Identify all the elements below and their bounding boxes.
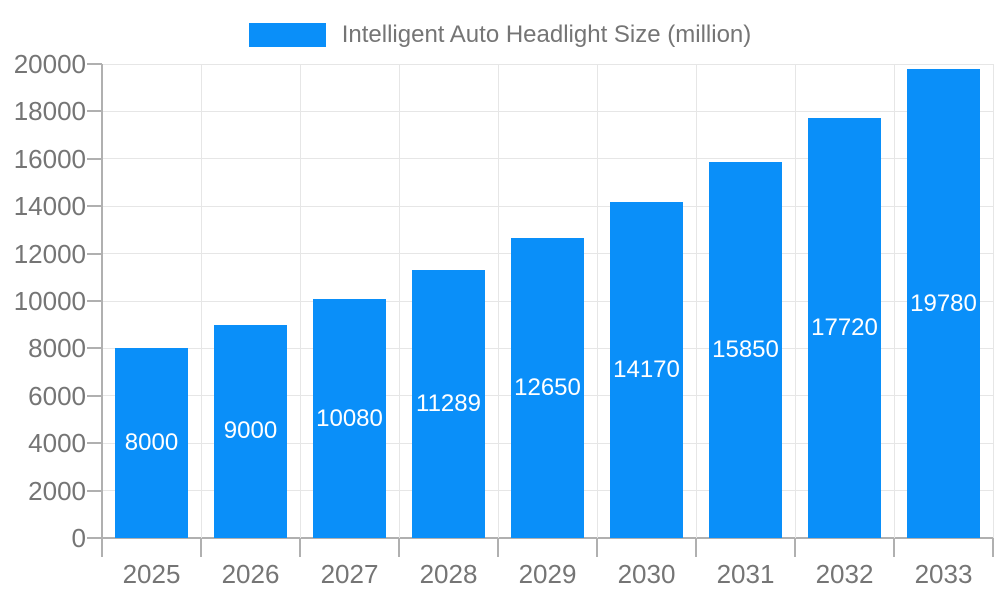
x-axis-label: 2025 [122, 559, 181, 589]
bar-value-label: 10080 [316, 404, 383, 432]
bar-value-label: 12650 [514, 374, 581, 402]
y-tick [87, 489, 102, 492]
y-tick [87, 157, 102, 160]
v-gridline [497, 64, 499, 538]
y-tick [87, 537, 102, 539]
y-axis-label: 6000 [28, 380, 86, 411]
x-axis-label: 2026 [221, 559, 280, 589]
x-tick [695, 538, 697, 557]
bar-value-label: 11289 [416, 390, 481, 418]
v-gridline [200, 64, 202, 538]
bar-value-label: 17720 [811, 314, 878, 342]
y-axis-label: 16000 [13, 143, 86, 174]
v-gridline [695, 64, 697, 538]
y-axis-label: 12000 [13, 238, 86, 269]
v-gridline [794, 64, 796, 538]
bar-value-label: 9000 [223, 417, 278, 445]
x-tick [299, 538, 301, 557]
y-tick [87, 347, 102, 350]
x-axis-label: 2029 [518, 559, 577, 589]
bar-2033: 19780 [907, 69, 980, 538]
x-axis-label: 2028 [419, 559, 478, 589]
x-tick [200, 538, 202, 557]
x-tick [794, 538, 796, 557]
y-axis-label: 0 [71, 523, 86, 553]
bar-2031: 15850 [709, 162, 782, 538]
bar-2027: 10080 [313, 299, 386, 538]
y-tick [87, 252, 102, 255]
x-axis-label: 2031 [716, 559, 775, 589]
y-tick [87, 394, 102, 397]
x-tick [497, 538, 499, 557]
bar-value-label: 8000 [124, 429, 179, 457]
x-tick [596, 538, 598, 557]
v-gridline [299, 64, 301, 538]
y-tick [87, 110, 102, 113]
bar-2030: 14170 [610, 202, 683, 538]
y-axis-label: 14000 [13, 191, 86, 222]
x-tick [992, 538, 994, 557]
y-axis-label: 8000 [28, 333, 86, 364]
bar-value-label: 14170 [613, 356, 680, 384]
bar-2029: 12650 [511, 238, 584, 538]
v-gridline [596, 64, 598, 538]
h-gridline [102, 205, 993, 207]
v-gridline [992, 64, 994, 538]
h-gridline [102, 158, 993, 160]
legend: Intelligent Auto Headlight Size (million… [0, 21, 1000, 49]
legend-label: Intelligent Auto Headlight Size (million… [341, 21, 752, 48]
bar-2026: 9000 [214, 324, 287, 538]
bar-2028: 11289 [412, 270, 485, 538]
v-gridline [398, 64, 400, 538]
v-gridline [893, 64, 895, 538]
x-axis-line [102, 537, 993, 539]
y-axis-label: 18000 [13, 96, 86, 127]
y-tick [87, 205, 102, 208]
h-gridline [102, 63, 993, 65]
y-tick [87, 300, 102, 302]
plot-area: 8000 9000 10080 11289 12650 14170 15850 17720 19… [101, 63, 994, 539]
h-gridline [102, 110, 993, 112]
bar-value-label: 15850 [712, 336, 779, 364]
x-axis-label: 2030 [617, 559, 676, 589]
x-tick [398, 538, 400, 557]
bar-2025: 8000 [115, 348, 188, 538]
x-axis-label: 2027 [320, 559, 379, 589]
x-tick [893, 538, 895, 557]
bar-value-label: 19780 [910, 289, 977, 317]
x-axis-label: 2032 [815, 559, 874, 589]
y-axis-label: 20000 [13, 49, 86, 79]
x-axis-label: 2033 [914, 559, 973, 589]
bar-2032: 17720 [808, 118, 881, 538]
y-tick [87, 63, 102, 65]
y-tick [87, 442, 102, 445]
y-axis-label: 10000 [13, 286, 86, 316]
y-axis-label: 4000 [28, 428, 86, 459]
legend-swatch [248, 23, 326, 47]
y-axis-line [101, 64, 103, 538]
x-tick [101, 538, 103, 557]
y-axis-label: 2000 [28, 475, 86, 506]
